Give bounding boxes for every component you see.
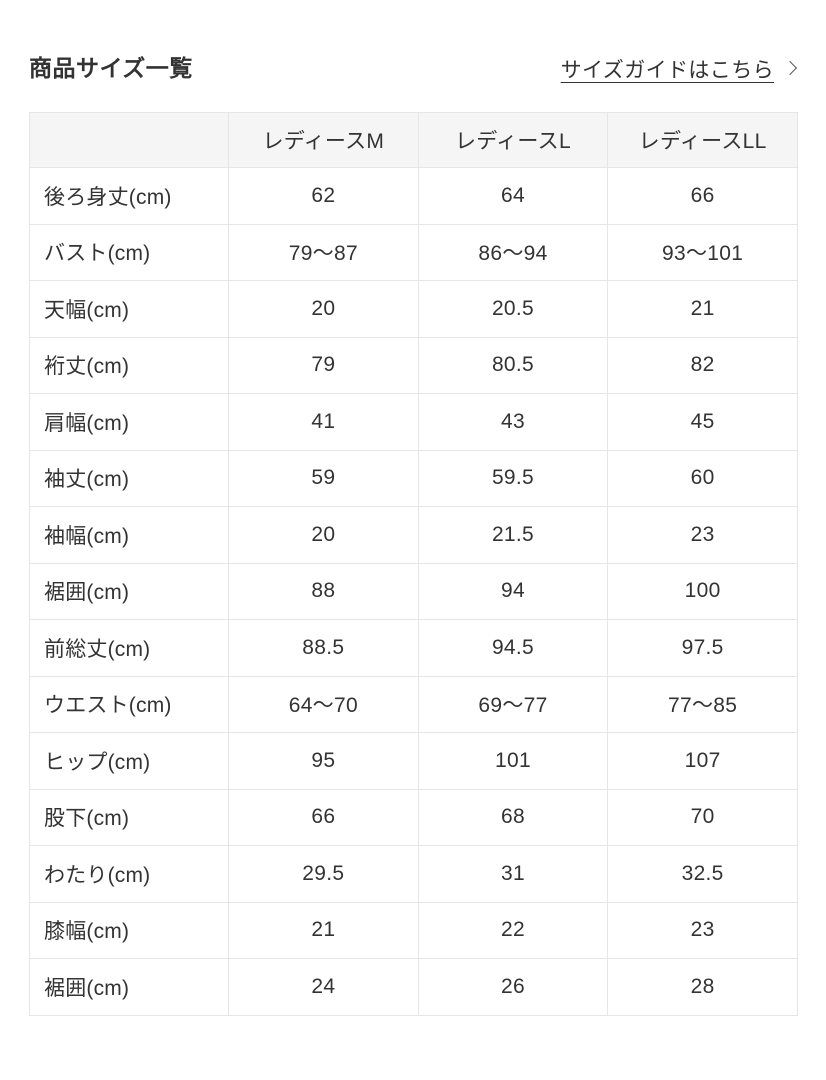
measurement-value: 22 [417,901,609,959]
row-label: わたり(cm) [29,845,229,903]
table-row: 裾囲(cm) 88 94 100 [29,562,798,620]
measurement-value: 101 [417,732,609,790]
size-table: レディースM レディースL レディースLL 後ろ身丈(cm) 62 64 66 バスト(… [29,112,798,1016]
measurement-value: 88.5 [228,619,419,677]
measurement-value: 23 [607,506,798,564]
table-row: 股下(cm) 66 68 70 [29,788,798,846]
table-row: 膝幅(cm) 21 22 23 [29,901,798,959]
table-row: 後ろ身丈(cm) 62 64 66 [29,167,798,225]
table-row: 裾囲(cm) 24 26 28 [29,958,798,1016]
measurement-value: 82 [607,336,798,394]
size-guide-link-label: サイズガイドはこちら [560,59,774,82]
row-label: ウエスト(cm) [29,675,229,733]
measurement-value: 20 [228,506,419,564]
measurement-value: 23 [607,901,798,959]
row-label: 後ろ身丈(cm) [29,167,229,225]
measurement-value: 29.5 [228,845,419,903]
measurement-value: 66 [607,167,798,225]
row-label: 膝幅(cm) [29,901,229,959]
measurement-value: 79〜87 [228,223,419,281]
measurement-value: 64〜70 [228,675,419,733]
table-body: 後ろ身丈(cm) 62 64 66 バスト(cm) 79〜87 86〜94 93〜101 天幅(… [29,167,798,1016]
row-label: 裄丈(cm) [29,336,229,394]
measurement-value: 21 [607,280,798,338]
row-label: 袖幅(cm) [29,506,229,564]
measurement-value: 60 [607,449,798,507]
size-table-container: レディースM レディースL レディースLL 後ろ身丈(cm) 62 64 66 バスト(… [29,112,798,1016]
table-row: ヒップ(cm) 95 101 107 [29,732,798,790]
measurement-value: 20.5 [417,280,609,338]
table-row: 袖丈(cm) 59 59.5 60 [29,449,798,507]
row-label: 前総丈(cm) [29,619,229,677]
table-header-row: レディースM レディースL レディースLL [29,112,798,168]
measurement-value: 93〜101 [607,223,798,281]
measurement-value: 21 [228,901,419,959]
measurement-value: 70 [607,788,798,846]
size-guide-link[interactable]: サイズガイドはこちら [561,54,797,84]
table-row: わたり(cm) 29.5 31 32.5 [29,845,798,903]
measurement-value: 24 [228,958,419,1016]
measurement-value: 31 [417,845,609,903]
page-title: 商品サイズ一覧 [29,55,193,82]
measurement-value: 80.5 [417,336,609,394]
row-label: 裾囲(cm) [29,562,229,620]
measurement-value: 94.5 [417,619,609,677]
measurement-value: 32.5 [607,845,798,903]
row-label: ヒップ(cm) [29,732,229,790]
measurement-value: 68 [417,788,609,846]
row-label: 股下(cm) [29,788,229,846]
measurement-value: 69〜77 [417,675,609,733]
measurement-value: 64 [417,167,609,225]
measurement-value: 43 [417,393,609,451]
measurement-value: 20 [228,280,419,338]
measurement-value: 26 [417,958,609,1016]
measurement-value: 66 [228,788,419,846]
section-header: 商品サイズ一覧 サイズガイドはこちら [29,48,797,90]
table-corner-cell [29,112,229,168]
measurement-value: 86〜94 [417,223,609,281]
measurement-value: 41 [228,393,419,451]
measurement-value: 107 [607,732,798,790]
measurement-value: 59.5 [417,449,609,507]
row-label: バスト(cm) [29,223,229,281]
measurement-value: 62 [228,167,419,225]
measurement-value: 59 [228,449,419,507]
column-header-ladies-l: レディースL [417,112,609,168]
row-label: 袖丈(cm) [29,449,229,507]
measurement-value: 45 [607,393,798,451]
table-row: 前総丈(cm) 88.5 94.5 97.5 [29,619,798,677]
measurement-value: 79 [228,336,419,394]
measurement-value: 94 [417,562,609,620]
table-head: レディースM レディースL レディースLL [29,112,798,168]
measurement-value: 88 [228,562,419,620]
measurement-value: 77〜85 [607,675,798,733]
table-row: ウエスト(cm) 64〜70 69〜77 77〜85 [29,675,798,733]
table-row: 袖幅(cm) 20 21.5 23 [29,506,798,564]
measurement-value: 95 [228,732,419,790]
table-row: 裄丈(cm) 79 80.5 82 [29,336,798,394]
measurement-value: 100 [607,562,798,620]
measurement-value: 97.5 [607,619,798,677]
column-header-ladies-m: レディースM [228,112,419,168]
table-row: 天幅(cm) 20 20.5 21 [29,280,798,338]
table-row: バスト(cm) 79〜87 86〜94 93〜101 [29,223,798,281]
column-header-ladies-ll: レディースLL [607,112,798,168]
measurement-value: 28 [607,958,798,1016]
row-label: 肩幅(cm) [29,393,229,451]
chevron-right-icon [783,59,797,79]
measurement-value: 21.5 [417,506,609,564]
table-row: 肩幅(cm) 41 43 45 [29,393,798,451]
row-label: 裾囲(cm) [29,958,229,1016]
row-label: 天幅(cm) [29,280,229,338]
